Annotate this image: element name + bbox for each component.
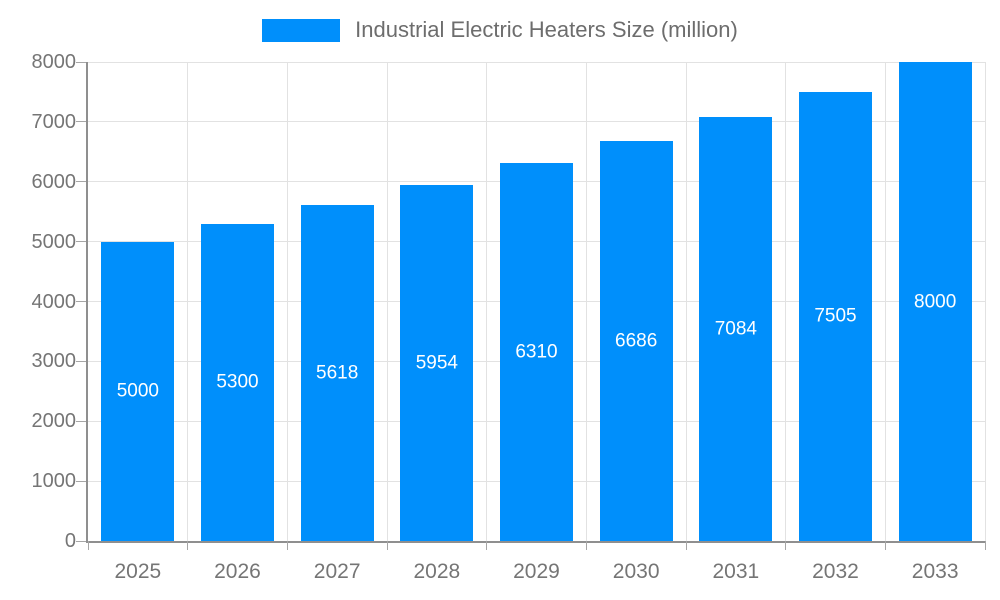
gridline-vertical (386, 62, 388, 541)
bar-2033[interactable]: 8000 (898, 62, 972, 541)
y-axis-label: 6000 (31, 170, 77, 193)
x-axis-label: 2025 (114, 560, 162, 583)
bar-2030[interactable]: 6686 (599, 140, 673, 541)
y-axis-tick (76, 420, 86, 422)
x-axis-tick (486, 541, 488, 550)
y-axis-label: 1000 (31, 470, 77, 493)
bar-2027[interactable]: 5618 (300, 204, 374, 541)
x-axis-label: 2031 (712, 560, 760, 583)
bar-value-label: 6686 (615, 330, 658, 352)
x-axis-tick (87, 541, 89, 550)
gridline-vertical (286, 62, 288, 541)
y-axis-label: 0 (64, 530, 76, 552)
y-axis-tick (76, 181, 86, 183)
plot-area: 5000 5300 5618 5954 6310 6686 7084 7505 8000 (76, 61, 986, 550)
y-axis-tick (76, 360, 86, 362)
x-axis-label: 2032 (812, 560, 859, 583)
gridline-vertical (884, 62, 886, 541)
legend-swatch-icon (262, 18, 341, 42)
bar-value-label: 5300 (216, 371, 259, 393)
y-axis-tick (76, 241, 86, 243)
x-axis-tick (984, 541, 986, 550)
gridline-horizontal (88, 121, 985, 123)
gridline-vertical (685, 62, 687, 541)
bar-value-label: 6310 (515, 341, 558, 363)
x-axis-label: 2029 (513, 560, 560, 583)
y-axis-label: 7000 (31, 110, 77, 133)
bar-value-label: 5000 (116, 380, 159, 402)
gridline-vertical (585, 62, 587, 541)
x-axis-tick (386, 541, 388, 550)
bar-value-label: 7505 (814, 305, 857, 327)
bar-2025[interactable]: 5000 (101, 241, 175, 541)
x-axis-label: 2027 (313, 560, 361, 583)
y-axis-label: 8000 (31, 51, 77, 73)
x-axis-tick (884, 541, 886, 550)
y-axis-label: 3000 (31, 350, 77, 373)
y-axis-label: 2000 (31, 410, 77, 433)
gridline-vertical (187, 62, 189, 541)
y-axis-tick (76, 301, 86, 302)
gridline-horizontal (88, 61, 985, 63)
bar-value-label: 8000 (914, 291, 957, 312)
x-axis-tick (685, 541, 687, 550)
y-axis-line (86, 62, 88, 541)
bar-value-label: 5954 (415, 352, 458, 374)
chart-legend[interactable]: Industrial Electric Heaters Size (millio… (0, 17, 1000, 43)
y-axis-tick (76, 121, 86, 123)
bar-value-label: 5618 (316, 362, 359, 384)
y-axis-tick (76, 61, 86, 63)
bar-2026[interactable]: 5300 (201, 223, 274, 541)
bar-2032[interactable]: 7505 (799, 91, 872, 541)
bar-2029[interactable]: 6310 (500, 163, 573, 541)
x-axis-label: 2030 (612, 560, 660, 583)
y-axis-label: 5000 (31, 230, 77, 253)
x-axis-tick (187, 541, 189, 550)
x-axis-label: 2026 (214, 560, 261, 583)
legend-label: Industrial Electric Heaters Size (millio… (355, 17, 738, 42)
y-axis-tick (76, 540, 86, 542)
gridline-vertical (486, 62, 488, 541)
x-axis-tick (785, 541, 787, 550)
x-axis-label: 2028 (413, 560, 461, 583)
x-axis-label: 2033 (911, 560, 959, 583)
x-axis-tick (286, 541, 288, 550)
x-axis-tick (585, 541, 587, 550)
bar-value-label: 7084 (714, 318, 757, 340)
gridline-vertical (984, 62, 986, 541)
x-axis-line (86, 541, 985, 543)
gridline-vertical (785, 62, 787, 541)
y-axis-label: 4000 (31, 290, 77, 313)
y-axis-tick (76, 480, 86, 482)
bar-2031[interactable]: 7084 (699, 116, 773, 541)
bar-2028[interactable]: 5954 (400, 184, 474, 541)
